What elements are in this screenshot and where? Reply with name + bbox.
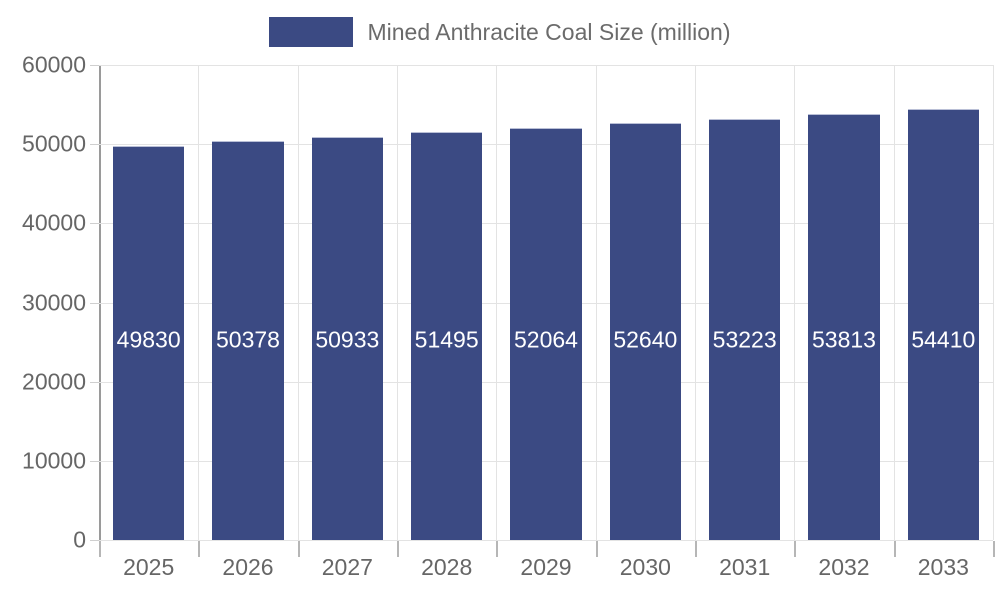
x-axis-tick-mark	[198, 541, 200, 557]
gridline-horizontal	[99, 540, 993, 541]
x-axis-tick-label: 2031	[719, 554, 771, 580]
y-axis-tick-label: 20000	[22, 368, 86, 395]
bar-value-label: 50933	[315, 326, 380, 353]
y-axis-tick-label: 50000	[22, 130, 86, 157]
gridline-vertical	[198, 65, 199, 540]
y-axis-tick-label: 60000	[22, 51, 86, 78]
gridline-vertical	[496, 65, 497, 540]
plot-area: 49830 50378 50933 51495 52064 52640 53223 53813…	[99, 65, 994, 541]
bar-value-label: 50378	[216, 326, 280, 353]
x-axis-tick-label: 2028	[421, 554, 473, 580]
x-axis-tick-mark	[695, 541, 697, 557]
bar[interactable]	[410, 132, 483, 540]
gridline-vertical	[993, 65, 994, 540]
x-axis-tick-mark	[397, 541, 399, 557]
bar[interactable]	[708, 118, 781, 540]
bar-value-label: 52064	[514, 326, 578, 353]
chart-legend: Mined Anthracite Coal Size (million)	[0, 10, 1000, 54]
gridline-vertical	[695, 65, 696, 540]
x-axis-tick-label: 2030	[619, 554, 671, 580]
x-axis-tick-mark	[496, 541, 498, 557]
x-axis-tick-label: 2033	[917, 554, 969, 580]
gridline-horizontal	[99, 65, 993, 66]
gridline-vertical	[794, 65, 795, 540]
bar-value-label: 54410	[911, 326, 976, 353]
bar[interactable]	[212, 141, 284, 540]
bar-value-label: 53223	[712, 326, 777, 353]
legend-label-mined-anthracite-coal-size: Mined Anthracite Coal Size (million)	[367, 18, 731, 45]
bar-value-label: 53813	[812, 326, 876, 353]
x-axis-tick-mark	[298, 541, 300, 557]
x-axis-tick-label: 2026	[222, 554, 274, 580]
y-axis-tick-mark	[90, 65, 99, 66]
bar[interactable]	[311, 136, 384, 540]
y-axis-tick-label: 0	[73, 526, 86, 553]
y-axis-tick-mark	[90, 144, 99, 146]
bar-value-label: 52640	[613, 326, 678, 353]
x-axis-tick-mark	[993, 541, 995, 557]
bar-value-label: 51495	[414, 326, 479, 353]
x-axis-tick-mark	[794, 541, 796, 557]
x-axis-tick-mark	[894, 541, 896, 557]
bar[interactable]	[112, 145, 185, 540]
y-axis-tick-label: 10000	[22, 447, 86, 474]
x-axis-tick-mark	[596, 541, 598, 557]
y-axis-tick-mark	[90, 302, 99, 304]
gridline-vertical	[596, 65, 597, 540]
y-axis-tick-mark	[90, 381, 99, 383]
bar-value-label: 49830	[116, 326, 181, 353]
bar[interactable]	[907, 109, 980, 540]
y-axis-tick-mark	[90, 540, 99, 541]
y-axis-tick-mark	[90, 223, 99, 225]
bar[interactable]	[609, 123, 682, 540]
y-axis-tick-label: 40000	[22, 209, 86, 236]
x-axis-tick-label: 2029	[520, 554, 572, 580]
x-axis-tick-label: 2025	[123, 554, 175, 580]
x-axis-tick-mark	[99, 541, 101, 557]
x-axis-tick-label: 2027	[321, 554, 373, 580]
y-axis-tick-mark	[90, 460, 99, 462]
gridline-vertical	[298, 65, 299, 540]
bar[interactable]	[808, 113, 880, 540]
x-axis-tick-label: 2032	[818, 554, 870, 580]
gridline-vertical	[894, 65, 895, 540]
bar[interactable]	[510, 127, 582, 540]
legend-swatch-mined-anthracite-coal-size[interactable]	[269, 17, 354, 47]
y-axis-tick-label: 30000	[22, 289, 86, 315]
gridline-vertical	[397, 65, 398, 540]
